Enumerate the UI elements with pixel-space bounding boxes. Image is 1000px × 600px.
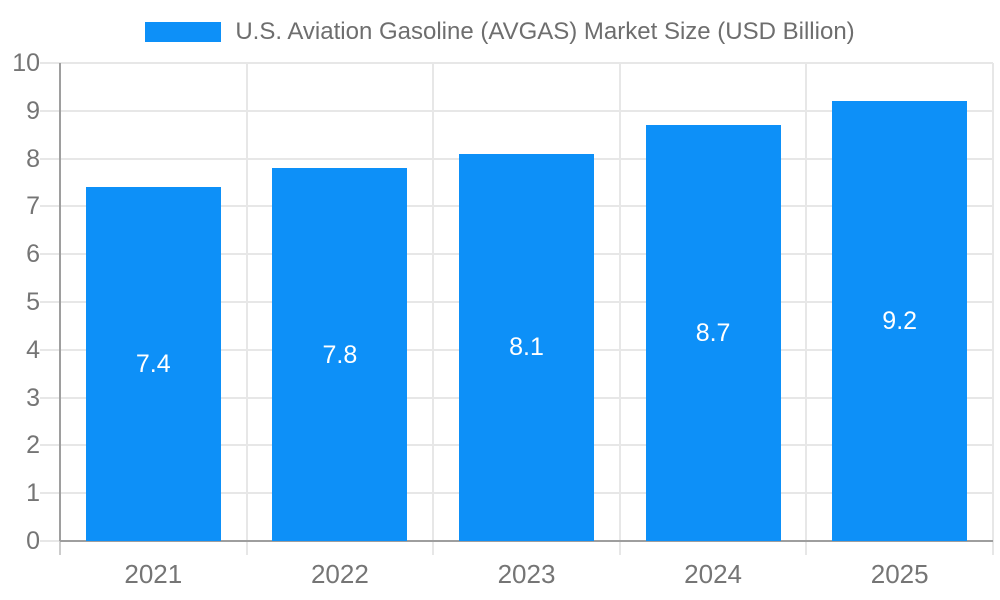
x-axis-tick-label-2021: 2021 (124, 559, 183, 589)
chart-title: U.S. Aviation Gasoline (AVGAS) Market Si… (235, 18, 855, 45)
bar-value-label-2025: 9.2 (882, 307, 918, 336)
y-axis-tick-label: 4 (26, 335, 40, 364)
bar-value-label-2023: 8.1 (509, 333, 544, 362)
x-axis-tick-label-2022: 2022 (310, 559, 369, 589)
x-axis-tick-label-2025: 2025 (870, 559, 929, 589)
y-axis-tick-extension (59, 541, 61, 555)
y-axis-tick-label: 9 (26, 96, 40, 125)
legend-swatch (145, 22, 222, 42)
x-gridline-1 (245, 63, 248, 555)
chart-legend: U.S. Aviation Gasoline (AVGAS) Market Si… (0, 20, 1000, 44)
x-gridline-2 (432, 63, 435, 555)
y-axis-tick-label: 7 (26, 192, 40, 221)
y-axis-tick-label: 5 (26, 288, 40, 316)
x-gridline-4 (805, 63, 808, 555)
bar-2021[interactable]: 7.4 (85, 187, 221, 541)
bar-value-label-2021: 7.4 (135, 350, 171, 379)
bar-value-label-2022: 7.8 (322, 340, 358, 369)
y-axis-tick-label: 6 (26, 240, 40, 269)
y-gridline-9 (40, 109, 993, 112)
y-axis-line (59, 63, 61, 541)
y-gridline-10 (40, 62, 993, 64)
bar-2025[interactable]: 9.2 (832, 101, 968, 541)
x-gridline-5 (992, 63, 994, 555)
bar-2022[interactable]: 7.8 (272, 168, 408, 541)
y-axis-tick-label: 10 (12, 49, 40, 77)
y-axis-tick-label: 3 (26, 383, 40, 412)
y-axis-tick-label: 8 (26, 144, 40, 173)
bar-2024[interactable]: 8.7 (645, 125, 781, 541)
bar-2023[interactable]: 8.1 (459, 153, 594, 541)
y-axis-tick-label: 0 (26, 527, 40, 555)
bar-value-label-2024: 8.7 (695, 319, 731, 348)
x-axis-baseline (60, 540, 993, 542)
y-axis-tick-label: 2 (26, 431, 40, 460)
x-axis-tick-label-2024: 2024 (684, 559, 743, 589)
y-axis-tick-label: 1 (26, 479, 40, 508)
x-axis-tick-label-2023: 2023 (497, 559, 556, 589)
x-gridline-3 (618, 63, 621, 555)
